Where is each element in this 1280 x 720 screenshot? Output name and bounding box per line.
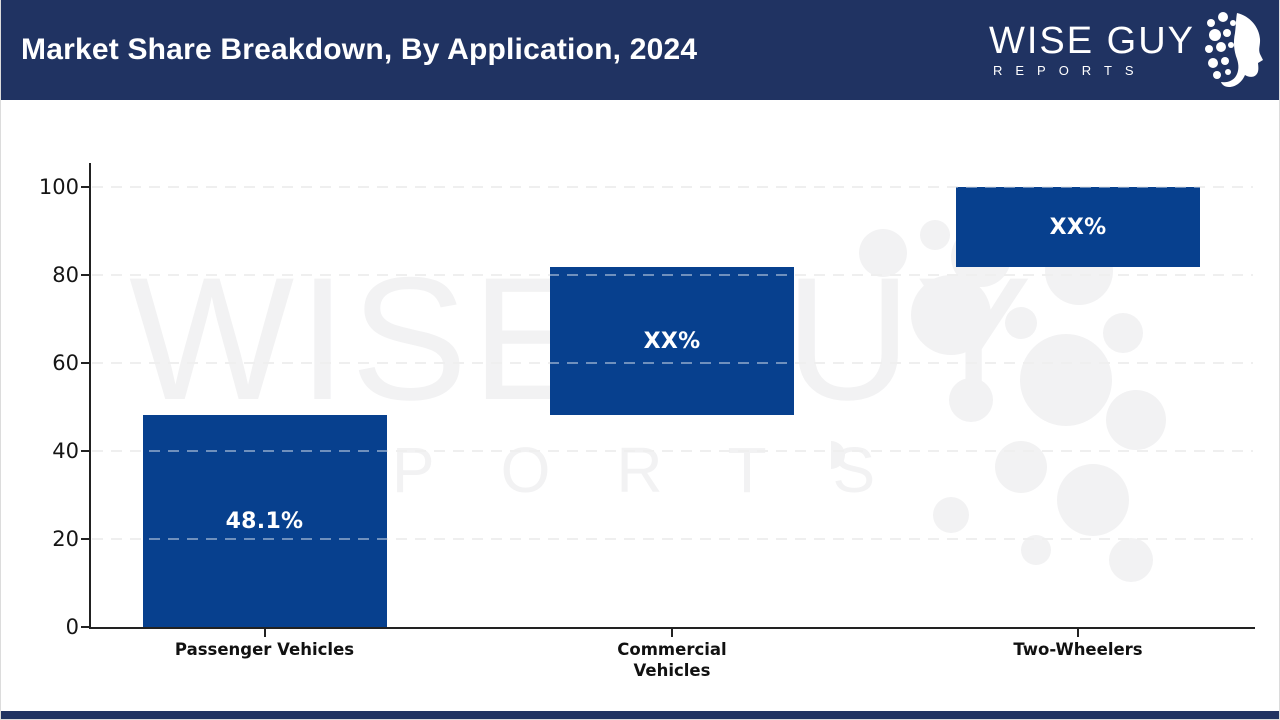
footer-bar: [1, 711, 1279, 719]
gridline: [92, 186, 1253, 188]
y-tick-label: 0: [65, 615, 79, 639]
gridline: [92, 274, 1253, 276]
gridline: [92, 450, 1253, 452]
bar-segment: XX%: [550, 267, 794, 416]
x-tick-mark: [1077, 629, 1079, 637]
y-tick-label: 20: [52, 527, 79, 551]
bar-value-label: XX%: [1049, 214, 1107, 240]
gridline: [92, 362, 1253, 364]
header-bar: Market Share Breakdown, By Application, …: [1, 0, 1279, 100]
y-tick-label: 40: [52, 439, 79, 463]
bar-segment: XX%: [956, 187, 1200, 268]
bar-segment: 48.1%: [142, 415, 387, 627]
y-tick-label: 60: [52, 351, 79, 375]
y-axis-spine: [89, 163, 91, 629]
chart-title: Market Share Breakdown, By Application, …: [21, 33, 698, 66]
y-tick-mark: [81, 362, 89, 364]
y-tick-mark: [81, 450, 89, 452]
bar-value-label: XX%: [643, 328, 701, 354]
x-tick-mark: [671, 629, 673, 637]
x-axis-spine: [89, 627, 1255, 629]
gridline: [92, 538, 1253, 540]
category-label: Two-Wheelers: [1013, 640, 1143, 659]
gridline: [92, 186, 1253, 188]
y-tick-mark: [81, 538, 89, 540]
wiseguy-logo: WISE GUY REPORTS: [989, 0, 1263, 100]
y-tick-mark: [81, 274, 89, 276]
category-label: Commercial Vehicles: [617, 640, 727, 680]
gridline: [92, 538, 1253, 540]
y-tick-mark: [81, 626, 89, 628]
y-tick-mark: [81, 186, 89, 188]
category-label: Passenger Vehicles: [174, 640, 355, 659]
wiseguy-logo-text: WISE GUY REPORTS: [989, 22, 1195, 78]
wiseguy-face-icon: [1205, 12, 1263, 87]
y-tick-label: 100: [38, 175, 79, 199]
logo-reports-label: REPORTS: [992, 63, 1147, 78]
x-tick-mark: [263, 629, 266, 637]
logo-wiseguy-label: WISE GUY: [988, 20, 1195, 62]
bar-value-label: 48.1%: [225, 508, 304, 534]
y-tick-label: 80: [52, 263, 79, 287]
gridline: [92, 450, 1253, 452]
